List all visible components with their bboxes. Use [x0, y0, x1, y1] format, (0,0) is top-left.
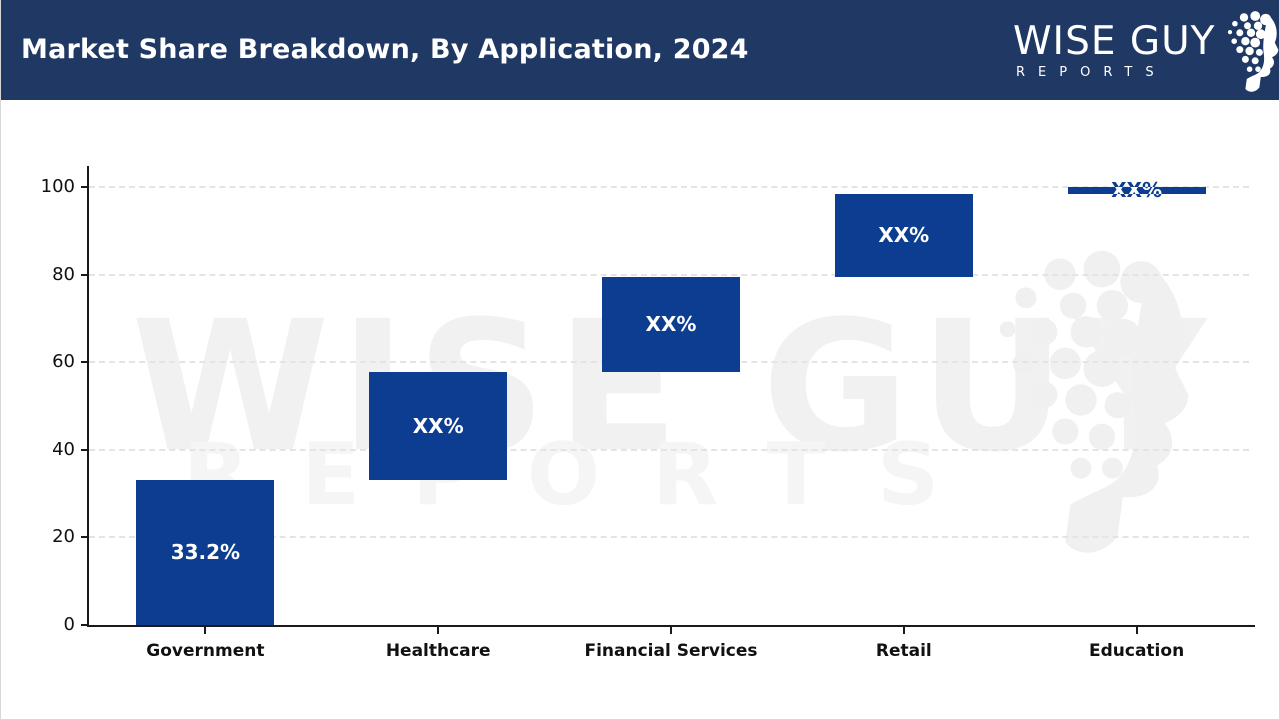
y-tick-60	[81, 361, 88, 364]
y-axis-line	[87, 166, 89, 627]
x-axis-label-education: Education	[1089, 641, 1185, 661]
y-tick-0	[81, 624, 88, 626]
y-tick-80	[81, 273, 88, 276]
bar-label-government: 33.2%	[170, 540, 241, 565]
page-title: Market Share Breakdown, By Application, …	[21, 34, 749, 65]
gridline-40	[89, 448, 1249, 451]
brand-name: WISE GUY	[1013, 19, 1216, 64]
chart-canvas: WISE GUY REPORTS 02040608010033.2%33.2%G…	[1, 100, 1279, 719]
x-axis-line	[87, 625, 1255, 627]
bar-financial-services: XX%	[602, 276, 740, 372]
y-tick-label-0: 0	[63, 614, 75, 635]
x-tick-government	[204, 627, 207, 634]
brand-subname: REPORTS	[1016, 65, 1167, 80]
brand-logo: WISE GUY REPORTS	[1013, 8, 1263, 94]
x-tick-education	[1135, 627, 1138, 634]
y-tick-label-60: 60	[52, 351, 75, 373]
x-axis-label-healthcare: Healthcare	[385, 641, 491, 661]
watermark-text-2: REPORTS	[183, 425, 992, 525]
y-tick-20	[81, 536, 88, 539]
header-band: Market Share Breakdown, By Application, …	[1, 0, 1279, 100]
x-tick-financial-services	[670, 627, 672, 634]
bar-label-financial-services: XX%	[645, 312, 697, 337]
gridline-80	[89, 273, 1249, 276]
x-axis-label-government: Government	[146, 641, 265, 661]
gridline-20	[89, 536, 1249, 539]
y-tick-label-20: 20	[52, 526, 75, 548]
y-tick-label-80: 80	[52, 263, 75, 285]
x-tick-retail	[902, 627, 905, 634]
bar-label-healthcare: XX%	[412, 413, 464, 438]
bar-label-education: XX%	[1111, 187, 1162, 194]
bar-healthcare: XX%	[369, 371, 508, 480]
bar-retail: XX%	[834, 193, 973, 277]
y-tick-40	[81, 448, 88, 451]
y-tick-label-100: 100	[40, 176, 75, 197]
bar-education: XX%	[1067, 187, 1206, 194]
bar-label-retail: XX%	[878, 223, 930, 248]
gridline-100	[89, 186, 1249, 188]
x-tick-healthcare	[437, 627, 440, 634]
x-axis-label-retail: Retail	[875, 641, 932, 661]
x-axis-label-financial-services: Financial Services	[584, 641, 758, 661]
bar-government: 33.2%	[136, 479, 275, 625]
y-tick-100	[81, 186, 88, 188]
y-tick-label-40: 40	[52, 438, 75, 460]
